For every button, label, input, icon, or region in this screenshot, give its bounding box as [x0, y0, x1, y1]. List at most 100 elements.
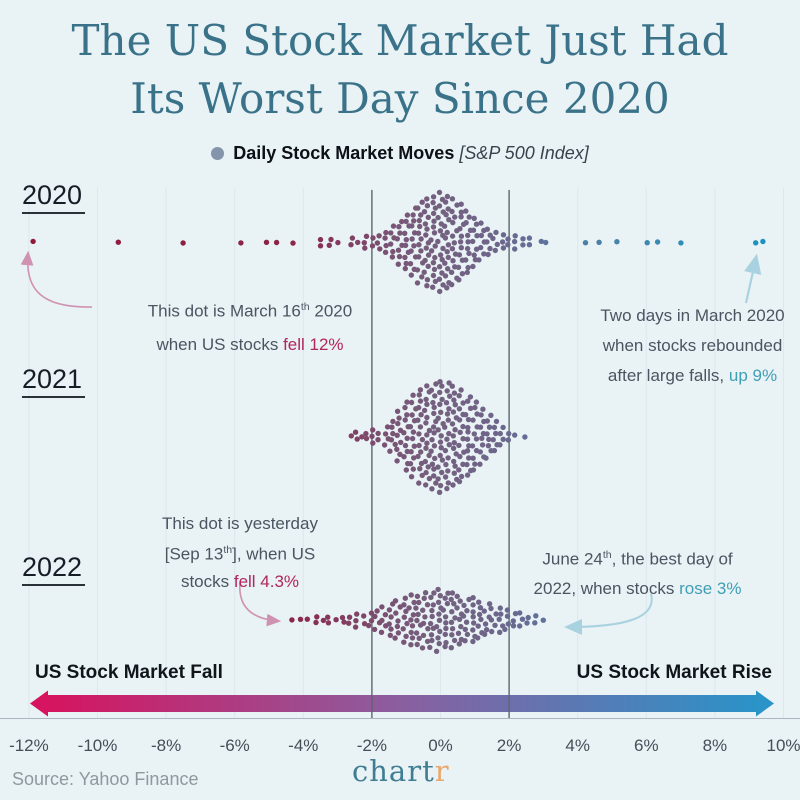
daily-move-dot	[404, 412, 410, 418]
daily-move-dot	[596, 239, 602, 245]
daily-move-dot	[445, 206, 451, 212]
daily-move-dot	[435, 238, 441, 245]
daily-move-dot	[427, 620, 434, 627]
daily-move-dot	[442, 447, 449, 454]
daily-move-dot	[469, 443, 476, 449]
daily-move-dot	[452, 463, 458, 469]
daily-move-dot	[430, 260, 437, 266]
daily-move-dot	[440, 245, 446, 252]
daily-move-dot	[352, 624, 359, 630]
daily-move-dot	[458, 233, 465, 239]
daily-move-dot	[449, 383, 455, 389]
daily-move-dot	[30, 238, 36, 245]
daily-move-dot	[490, 437, 496, 443]
daily-move-dot	[388, 614, 394, 620]
daily-move-dot	[402, 265, 408, 272]
daily-move-dot	[402, 417, 408, 423]
daily-move-dot	[328, 236, 334, 243]
daily-move-dot	[426, 475, 433, 482]
daily-move-dot	[452, 615, 458, 621]
daily-move-dot	[454, 202, 460, 208]
daily-move-dot	[304, 616, 310, 622]
daily-move-dot	[471, 252, 477, 258]
daily-move-dot	[390, 418, 396, 425]
daily-move-dot	[392, 441, 398, 448]
daily-move-dot	[355, 239, 361, 246]
daily-move-dot	[500, 436, 506, 442]
daily-move-dot	[409, 635, 416, 641]
daily-move-dot	[443, 400, 450, 406]
daily-move-dot	[463, 208, 469, 214]
daily-move-dot	[492, 622, 498, 628]
daily-move-dot	[464, 436, 471, 442]
daily-move-dot	[437, 288, 443, 295]
daily-move-dot	[465, 424, 471, 431]
daily-move-dot	[431, 266, 438, 273]
daily-move-dot	[497, 442, 503, 448]
daily-move-dot	[348, 433, 354, 439]
daily-move-dot	[512, 432, 518, 438]
daily-move-dot	[423, 482, 429, 488]
daily-move-dot	[489, 628, 495, 635]
daily-move-dot	[429, 461, 436, 467]
logo-text-orange: r	[434, 754, 450, 788]
daily-move-dot	[480, 406, 486, 412]
daily-move-dot	[437, 593, 443, 599]
daily-move-dot	[452, 427, 458, 433]
daily-move-dot	[393, 610, 399, 616]
daily-move-dot	[477, 605, 484, 611]
daily-move-dot	[374, 608, 380, 614]
daily-move-dot	[424, 203, 431, 209]
daily-move-dot	[506, 430, 512, 437]
annotation-sep-13-2022: This dot is yesterday [Sep 13th], when US…	[130, 510, 350, 595]
daily-move-dot	[408, 642, 414, 648]
daily-move-dot	[410, 466, 416, 472]
logo-text-teal: chart	[352, 754, 435, 788]
daily-move-dot	[438, 409, 444, 415]
daily-move-dot	[440, 282, 446, 288]
daily-move-dot	[425, 263, 431, 269]
daily-move-dot	[526, 242, 533, 248]
daily-move-dot	[474, 233, 480, 239]
axis-tick-label: -10%	[77, 736, 118, 755]
daily-move-dot	[445, 242, 452, 248]
daily-move-dot	[443, 639, 449, 646]
daily-move-dot	[510, 618, 516, 624]
daily-move-dot	[525, 614, 531, 621]
daily-move-dot	[448, 619, 455, 625]
daily-move-dot	[444, 485, 450, 492]
daily-move-dot	[481, 608, 487, 614]
daily-move-dot	[411, 218, 417, 224]
daily-move-dot	[452, 214, 458, 220]
daily-move-dot	[473, 246, 480, 252]
daily-move-dot	[341, 619, 347, 625]
daily-move-dot	[375, 437, 381, 443]
daily-move-dot	[470, 455, 476, 461]
daily-move-dot	[377, 246, 383, 252]
daily-move-dot	[440, 607, 446, 613]
daily-move-dot	[473, 436, 480, 442]
daily-move-dot	[436, 203, 443, 209]
daily-move-dot	[418, 236, 424, 242]
daily-move-dot	[411, 455, 417, 461]
daily-move-dot	[403, 260, 409, 267]
daily-move-dot	[428, 237, 434, 243]
daily-move-dot	[470, 614, 476, 620]
daily-move-dot	[409, 623, 416, 629]
annotation-line: This dot is March 16th 2020	[147, 301, 353, 321]
daily-move-dot	[456, 393, 462, 399]
daily-move-dot	[408, 248, 414, 254]
daily-move-dot	[404, 448, 410, 455]
daily-move-dot	[409, 412, 415, 418]
daily-move-dot	[429, 607, 435, 614]
axis-tick-label: 4%	[565, 736, 590, 755]
daily-move-dot	[486, 601, 493, 607]
daily-move-dot	[433, 624, 440, 630]
daily-move-dot	[458, 201, 464, 207]
daily-move-dot	[464, 448, 471, 454]
daily-move-dot	[431, 466, 437, 472]
daily-move-dot	[497, 629, 503, 635]
daily-move-dot	[389, 254, 396, 260]
daily-move-dot	[349, 235, 356, 241]
